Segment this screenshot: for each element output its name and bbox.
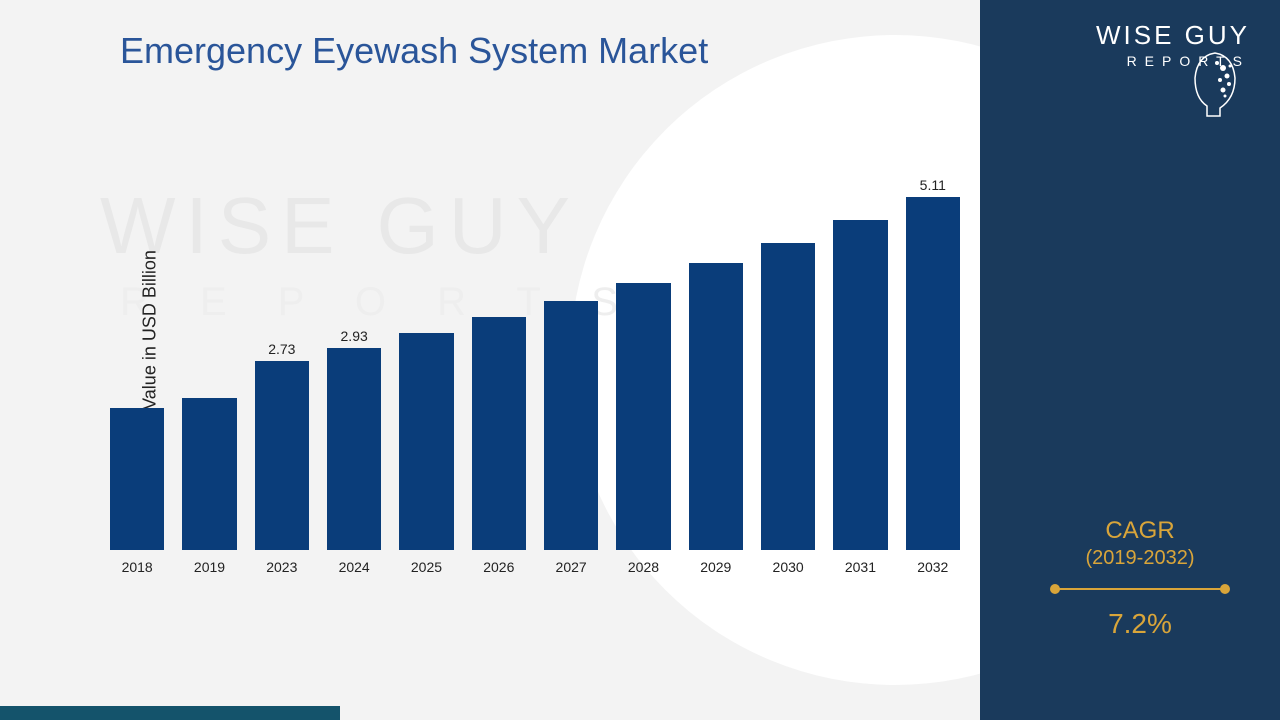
- x-axis-tick-label: 2031: [833, 559, 887, 575]
- bar: [399, 333, 453, 550]
- x-axis-tick-label: 2025: [399, 559, 453, 575]
- brand-logo: WISE GUY REPORTS: [1096, 20, 1250, 69]
- x-axis-tick-label: 2019: [182, 559, 236, 575]
- bar-wrap: [544, 301, 598, 550]
- bar-wrap: [182, 398, 236, 550]
- bar-wrap: [472, 317, 526, 550]
- bar: [255, 361, 309, 550]
- x-axis-tick-label: 2018: [110, 559, 164, 575]
- x-axis-tick-label: 2027: [544, 559, 598, 575]
- bar-wrap: [616, 283, 670, 550]
- bar-wrap: [689, 263, 743, 550]
- bar-wrap: 5.11: [906, 197, 960, 550]
- x-axis-tick-label: 2023: [255, 559, 309, 575]
- x-axis-tick-label: 2029: [689, 559, 743, 575]
- x-axis-tick-label: 2026: [472, 559, 526, 575]
- chart-title: Emergency Eyewash System Market: [120, 30, 708, 72]
- bar: [689, 263, 743, 550]
- bar-wrap: 2.93: [327, 348, 381, 550]
- bars-container: 2.73 2.93 5.11: [110, 150, 960, 550]
- bar-value-label: 2.73: [268, 341, 295, 357]
- page-root: Emergency Eyewash System Market WISE GUY…: [0, 0, 1280, 720]
- cagr-block: CAGR (2019-2032) 7.2%: [1055, 517, 1225, 640]
- x-axis-tick-label: 2032: [906, 559, 960, 575]
- bar-wrap: [110, 408, 164, 550]
- bar: [833, 220, 887, 550]
- x-axis-tick-label: 2030: [761, 559, 815, 575]
- cagr-range: (2019-2032): [1055, 547, 1225, 570]
- head-icon: [1185, 48, 1245, 118]
- bottom-accent-bar: [0, 706, 340, 720]
- bar: [472, 317, 526, 550]
- bar: [544, 301, 598, 550]
- cagr-divider: [1055, 588, 1225, 590]
- bar: [182, 398, 236, 550]
- bar: [327, 348, 381, 550]
- logo-text-1: WISE GUY: [1096, 20, 1250, 51]
- bar: [616, 283, 670, 550]
- x-axis-tick-label: 2024: [327, 559, 381, 575]
- bar-wrap: [833, 220, 887, 550]
- bar-wrap: 2.73: [255, 361, 309, 550]
- cagr-label: CAGR: [1055, 517, 1225, 545]
- bar: [110, 408, 164, 550]
- bar-wrap: [761, 243, 815, 550]
- bar-value-label: 2.93: [341, 328, 368, 344]
- bar-wrap: [399, 333, 453, 550]
- bar: [906, 197, 960, 550]
- bar-value-label: 5.11: [920, 177, 946, 193]
- bar: [761, 243, 815, 550]
- x-axis-tick-label: 2028: [616, 559, 670, 575]
- x-labels-container: 2018 2019 2023 2024 2025 2026 2027 2028 2029 2030…: [110, 559, 960, 575]
- bar-chart: Market Value in USD Billion 2.732.935.11…: [90, 130, 970, 590]
- cagr-value: 7.2%: [1055, 608, 1225, 640]
